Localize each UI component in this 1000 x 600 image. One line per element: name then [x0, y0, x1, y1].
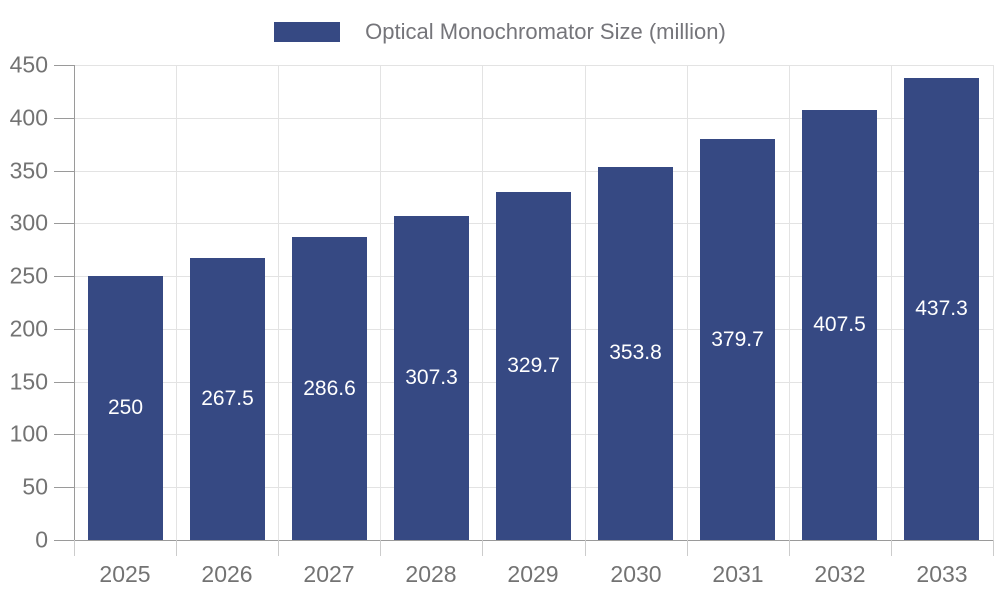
x-axis-label: 2028 [405, 561, 457, 587]
gridline-horizontal [74, 65, 993, 66]
bar-2033[interactable]: 437.3 [904, 78, 979, 540]
y-axis-label: 200 [9, 315, 48, 342]
x-axis-tick [584, 540, 586, 556]
y-axis-label: 400 [9, 104, 48, 131]
gridline-vertical [380, 65, 382, 540]
bar-2028[interactable]: 307.3 [394, 215, 469, 540]
gridline-horizontal [74, 117, 993, 119]
x-axis-label: 2027 [303, 561, 355, 587]
y-axis-tick [54, 487, 74, 489]
x-axis-label: 2025 [99, 561, 151, 587]
bar-2025[interactable]: 250 [88, 276, 163, 540]
y-axis-tick [54, 434, 74, 436]
x-axis-tick [993, 540, 994, 556]
x-axis-label: 2030 [610, 561, 662, 587]
bar-2031[interactable]: 379.7 [700, 139, 775, 540]
gridline-vertical [890, 65, 892, 540]
y-axis-tick [54, 540, 74, 541]
x-axis-label: 2031 [712, 561, 764, 587]
x-axis-label: 2032 [814, 561, 866, 587]
x-axis-tick [380, 540, 382, 556]
y-axis-label: 150 [9, 368, 48, 395]
x-axis-tick [788, 540, 790, 556]
x-axis-tick [890, 540, 892, 556]
bar-value-label: 353.8 [609, 341, 662, 365]
y-axis-label: 100 [9, 420, 48, 447]
x-axis-label: 2026 [201, 561, 253, 587]
y-axis-tick [54, 117, 74, 119]
gridline-horizontal [74, 170, 993, 172]
gridline-vertical [278, 65, 280, 540]
bar-2032[interactable]: 407.5 [802, 109, 877, 540]
bar-value-label: 379.7 [711, 327, 764, 351]
bar-2027[interactable]: 286.6 [292, 237, 367, 540]
x-axis-line [74, 540, 993, 541]
y-axis-line [74, 65, 75, 540]
legend[interactable]: Optical Monochromator Size (million) [0, 19, 1000, 45]
x-axis-tick [176, 540, 178, 556]
bar-2030[interactable]: 353.8 [598, 166, 673, 540]
gridline-vertical [482, 65, 484, 540]
y-axis-tick [54, 276, 74, 278]
y-axis-label: 350 [9, 157, 48, 184]
gridline-vertical [993, 65, 994, 540]
legend-swatch [274, 22, 341, 42]
y-axis-tick [54, 328, 74, 330]
x-axis-tick [74, 540, 75, 556]
bar-value-label: 250 [107, 396, 144, 420]
y-axis-label: 0 [35, 526, 48, 553]
gridline-vertical [788, 65, 790, 540]
bar-2026[interactable]: 267.5 [190, 257, 265, 540]
x-axis-tick [482, 540, 484, 556]
y-axis-label: 250 [9, 262, 48, 289]
gridline-vertical [176, 65, 178, 540]
bar-value-label: 307.3 [405, 365, 458, 389]
x-axis-label: 2029 [507, 561, 559, 587]
y-axis-tick [54, 223, 74, 225]
y-axis-tick [54, 381, 74, 383]
bar-value-label: 437.3 [915, 297, 968, 321]
bar-2029[interactable]: 329.7 [496, 191, 571, 540]
bar-value-label: 267.5 [201, 386, 254, 410]
y-axis-label: 300 [9, 209, 48, 236]
y-axis-label: 50 [22, 473, 48, 500]
x-axis-label: 2033 [916, 561, 968, 587]
bar-value-label: 286.6 [303, 376, 356, 400]
x-axis-tick [278, 540, 280, 556]
y-axis-tick [54, 170, 74, 172]
y-axis-label: 450 [9, 51, 48, 78]
bar-value-label: 407.5 [813, 312, 866, 336]
y-axis-tick [54, 65, 74, 66]
gridline-vertical [686, 65, 688, 540]
x-axis-tick [686, 540, 688, 556]
bar-value-label: 329.7 [507, 353, 560, 377]
legend-label: Optical Monochromator Size (million) [365, 19, 726, 44]
gridline-vertical [584, 65, 586, 540]
